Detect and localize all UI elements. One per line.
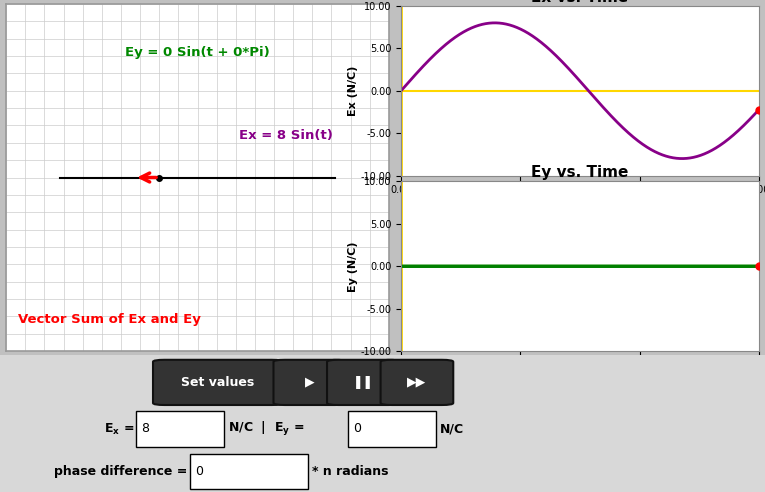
Text: N/C  |  $\mathbf{E_y}$ =: N/C | $\mathbf{E_y}$ = — [228, 420, 304, 438]
Text: ▶▶: ▶▶ — [407, 376, 427, 389]
Title: Ey vs. Time: Ey vs. Time — [532, 165, 629, 180]
FancyBboxPatch shape — [381, 360, 453, 405]
Text: 0: 0 — [195, 465, 203, 478]
Text: 0: 0 — [353, 423, 361, 435]
Text: N/C: N/C — [440, 423, 464, 435]
FancyBboxPatch shape — [327, 360, 399, 405]
FancyBboxPatch shape — [348, 411, 436, 447]
Text: Ex = 8 Sin(t): Ex = 8 Sin(t) — [239, 129, 333, 142]
X-axis label: Time (s): Time (s) — [555, 373, 606, 384]
Text: ▶: ▶ — [305, 376, 314, 389]
Text: Ey = 0 Sin(t + 0*Pi): Ey = 0 Sin(t + 0*Pi) — [125, 46, 270, 59]
Text: Set values: Set values — [181, 376, 255, 389]
FancyBboxPatch shape — [190, 454, 308, 489]
Text: ❚❚: ❚❚ — [353, 376, 374, 389]
Text: phase difference =: phase difference = — [54, 465, 187, 478]
Y-axis label: Ey (N/C): Ey (N/C) — [347, 241, 357, 291]
X-axis label: Time (s): Time (s) — [555, 198, 606, 208]
Y-axis label: Ex (N/C): Ex (N/C) — [347, 65, 357, 116]
FancyBboxPatch shape — [136, 411, 224, 447]
Text: Vector Sum of Ex and Ey: Vector Sum of Ex and Ey — [18, 313, 201, 326]
Text: $\mathbf{E_x}$ =: $\mathbf{E_x}$ = — [103, 422, 134, 436]
Title: Ex vs. Time: Ex vs. Time — [532, 0, 629, 5]
Text: 8: 8 — [142, 423, 149, 435]
FancyBboxPatch shape — [274, 360, 346, 405]
Text: * n radians: * n radians — [312, 465, 389, 478]
FancyBboxPatch shape — [153, 360, 283, 405]
